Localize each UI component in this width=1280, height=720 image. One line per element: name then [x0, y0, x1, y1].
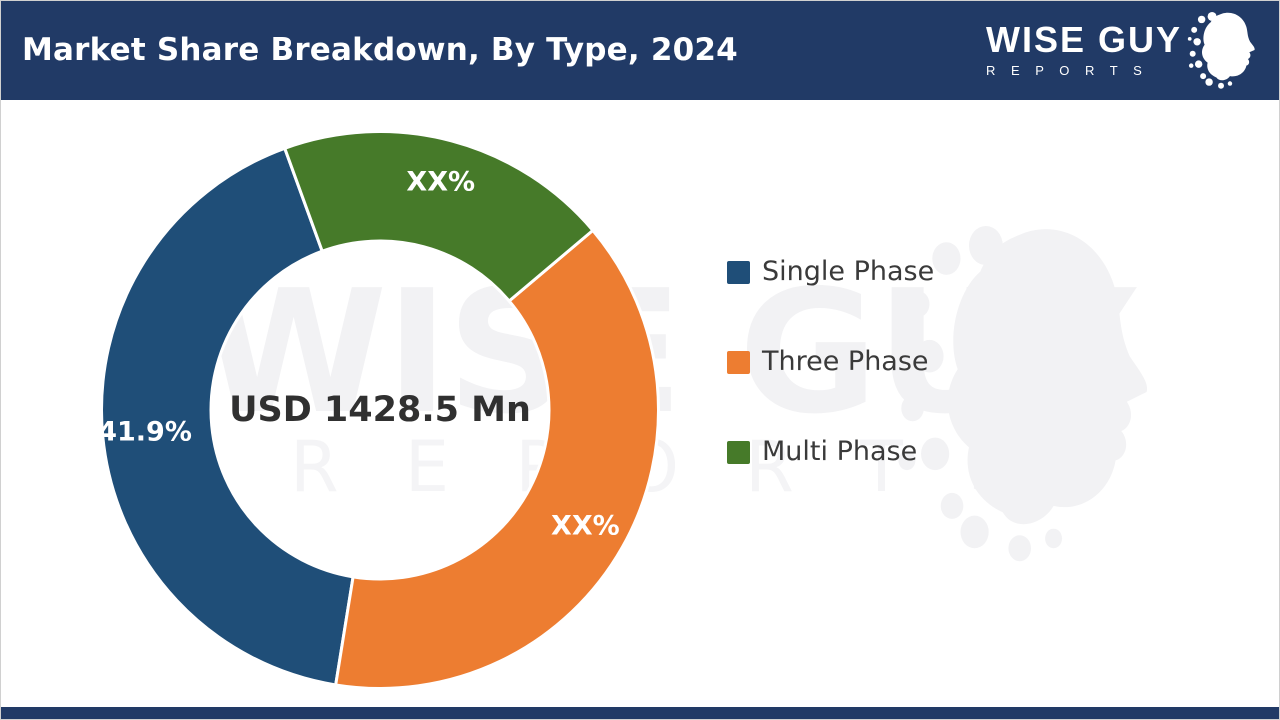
slice-three-phase [334, 228, 660, 690]
slice-multi-phase [283, 130, 595, 303]
page-title: Market Share Breakdown, By Type, 2024 [22, 32, 738, 68]
footer-bar [0, 707, 1280, 720]
slice-label-three-phase: XX% [551, 510, 620, 542]
legend-label: Three Phase [762, 346, 929, 377]
logo-brand-text: WISE GUY [985, 19, 1182, 60]
multi-phase-swatch-icon [727, 440, 750, 464]
wise-guy-logo: WISE GUY R E P O R T S [986, 8, 1262, 92]
slice-single-phase [100, 146, 355, 687]
donut-chart: 41.9% XX% XX% USD 1428.5 Mn [98, 130, 660, 690]
center-value: USD 1428.5 Mn [229, 390, 531, 430]
legend-item-three-phase: Three Phase [727, 346, 934, 378]
header-bar: Market Share Breakdown, By Type, 2024 WI… [0, 0, 1280, 100]
legend-item-multi-phase: Multi Phase [727, 436, 934, 468]
watermark-face-icon [894, 226, 1148, 562]
slice-label-single-phase: 41.9% [98, 416, 192, 448]
legend-label: Single Phase [762, 256, 935, 287]
face-profile-icon [1187, 11, 1255, 89]
legend-item-single-phase: Single Phase [727, 256, 934, 288]
logo-subtitle-text: R E P O R T S [985, 63, 1148, 78]
single-phase-swatch-icon [727, 260, 750, 284]
slice-label-multi-phase: XX% [406, 166, 476, 198]
legend-label: Multi Phase [762, 436, 918, 467]
legend: Single Phase Three Phase Multi Phase [727, 256, 934, 526]
three-phase-swatch-icon [727, 350, 750, 374]
